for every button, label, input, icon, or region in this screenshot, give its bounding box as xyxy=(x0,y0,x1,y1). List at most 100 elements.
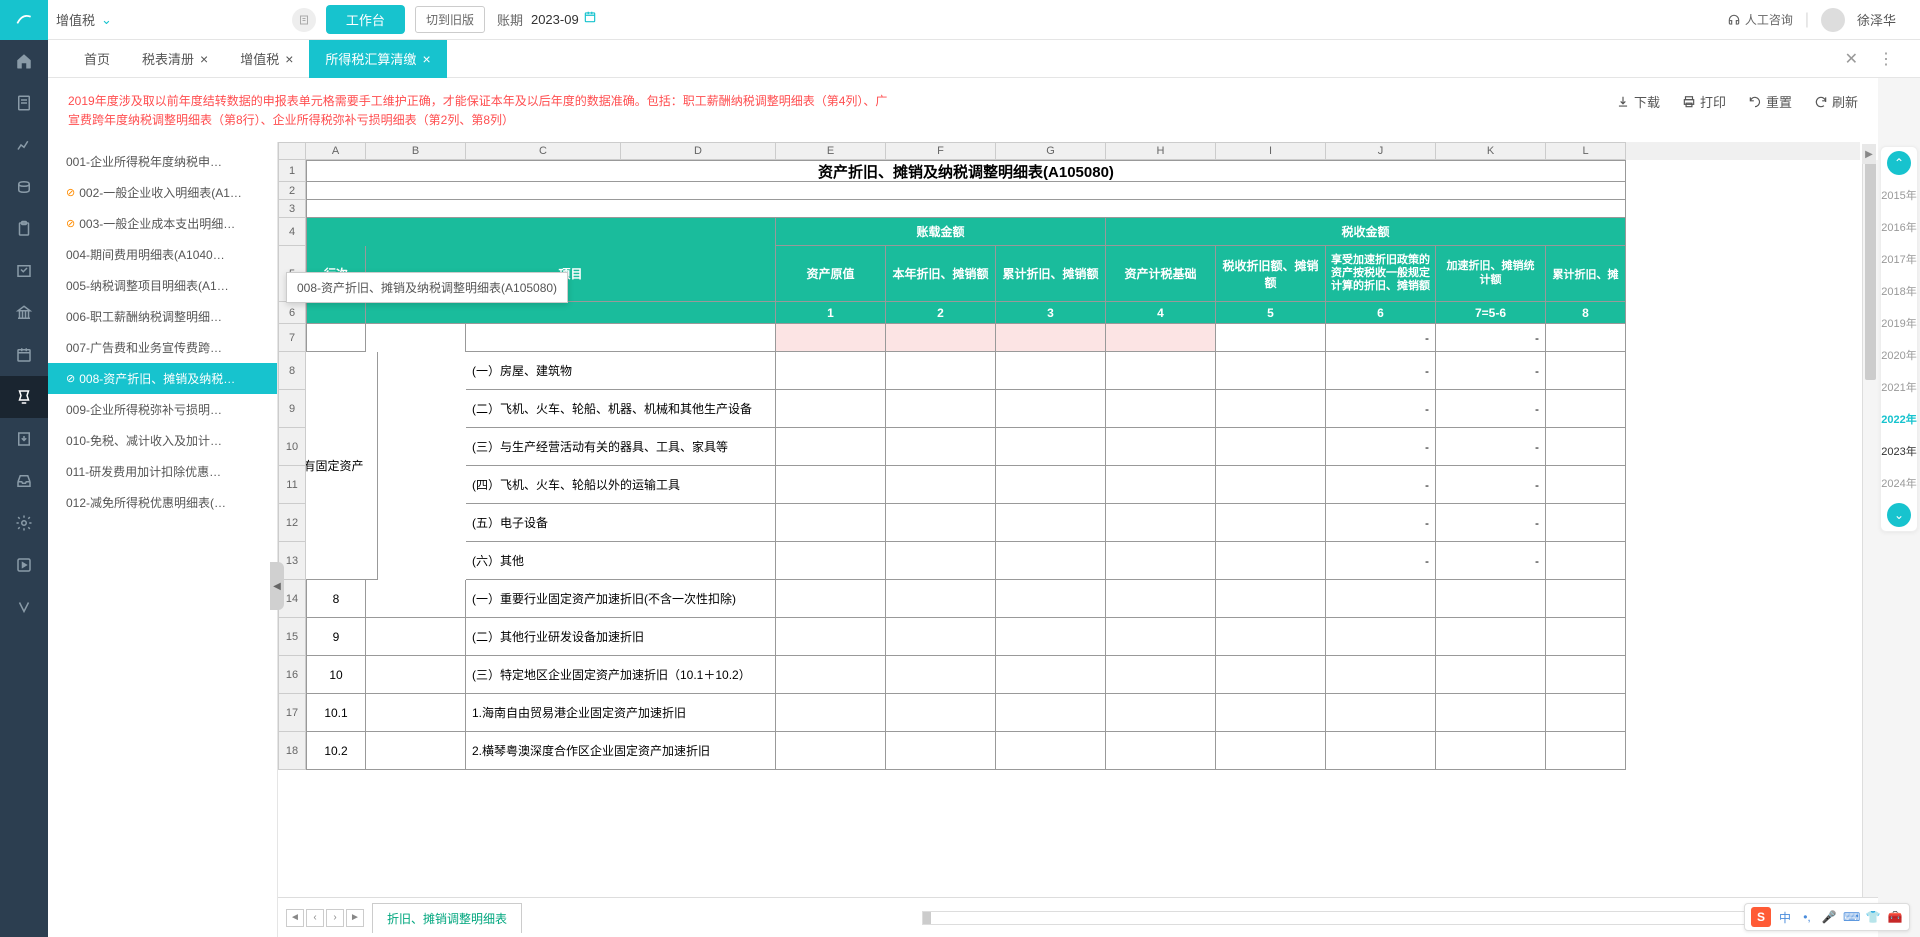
year-scroll-down[interactable]: ⌄ xyxy=(1887,503,1911,527)
data-cell[interactable] xyxy=(1326,656,1436,694)
tab-0[interactable]: 首页 xyxy=(68,40,126,78)
data-cell[interactable] xyxy=(1546,352,1626,390)
data-cell[interactable]: - xyxy=(1436,352,1546,390)
ime-punct-icon[interactable]: •, xyxy=(1799,910,1815,924)
nav-export-icon[interactable] xyxy=(0,418,48,460)
year-scroll-up[interactable]: ⌃ xyxy=(1887,151,1911,175)
tree-item-7[interactable]: ⊘008-资产折旧、摊销及纳税… xyxy=(48,363,277,394)
data-cell[interactable] xyxy=(996,656,1106,694)
year-2017年[interactable]: 2017年 xyxy=(1881,243,1916,275)
item-cell[interactable]: (四）飞机、火车、轮船以外的运输工具 xyxy=(466,466,776,504)
nav-settings-icon[interactable] xyxy=(0,502,48,544)
item-cell[interactable]: (一）房屋、建筑物 xyxy=(466,352,776,390)
ime-skin-icon[interactable]: 👕 xyxy=(1865,910,1881,924)
expand-right-handle[interactable]: ▶ xyxy=(1862,144,1876,164)
ime-lang-icon[interactable]: 中 xyxy=(1777,909,1793,926)
data-cell[interactable] xyxy=(776,694,886,732)
tree-item-2[interactable]: ⊘003-一般企业成本支出明细… xyxy=(48,208,277,239)
data-cell[interactable] xyxy=(1216,504,1326,542)
tree-item-11[interactable]: 012-减免所得税优惠明细表(… xyxy=(48,487,277,518)
company-dropdown[interactable]: 增值税 ⌄ xyxy=(56,10,112,29)
horizontal-scrollbar[interactable] xyxy=(922,911,1858,925)
data-cell[interactable] xyxy=(996,466,1106,504)
data-cell[interactable] xyxy=(1216,428,1326,466)
sheet-nav-prev[interactable]: ‹ xyxy=(306,909,324,927)
ime-keyboard-icon[interactable]: ⌨ xyxy=(1843,910,1859,924)
item-cell[interactable]: (三）与生产经营活动有关的器具、工具、家具等 xyxy=(466,428,776,466)
data-cell[interactable] xyxy=(1546,504,1626,542)
nav-home-icon[interactable] xyxy=(0,40,48,82)
data-cell[interactable] xyxy=(886,466,996,504)
data-cell[interactable] xyxy=(776,732,886,770)
col-header-L[interactable]: L xyxy=(1546,142,1626,160)
data-cell[interactable] xyxy=(776,390,886,428)
data-cell[interactable]: - xyxy=(1326,466,1436,504)
data-cell[interactable]: - xyxy=(1436,504,1546,542)
col-header-G[interactable]: G xyxy=(996,142,1106,160)
data-cell[interactable] xyxy=(1546,542,1626,580)
year-2020年[interactable]: 2020年 xyxy=(1881,339,1916,371)
data-cell[interactable] xyxy=(886,656,996,694)
data-cell[interactable] xyxy=(886,542,996,580)
data-cell[interactable] xyxy=(996,618,1106,656)
data-cell[interactable] xyxy=(1326,618,1436,656)
data-cell[interactable] xyxy=(996,428,1106,466)
period-value[interactable]: 2023-09 xyxy=(531,12,579,27)
data-cell[interactable]: - xyxy=(1436,324,1546,352)
data-cell[interactable] xyxy=(886,428,996,466)
reset-button[interactable]: 重置 xyxy=(1748,92,1792,111)
year-2015年[interactable]: 2015年 xyxy=(1881,179,1916,211)
data-cell[interactable] xyxy=(1326,732,1436,770)
data-cell[interactable] xyxy=(1106,694,1216,732)
download-button[interactable]: 下载 xyxy=(1616,92,1660,111)
tab-close-all[interactable]: ✕ xyxy=(1839,49,1864,69)
data-cell[interactable] xyxy=(1106,324,1216,352)
nav-review-icon[interactable] xyxy=(0,250,48,292)
tree-item-8[interactable]: 009-企业所得税弥补亏损明… xyxy=(48,394,277,425)
data-cell[interactable] xyxy=(1216,656,1326,694)
tree-item-0[interactable]: 001-企业所得税年度纳税申… xyxy=(48,146,277,177)
data-cell[interactable] xyxy=(1546,466,1626,504)
row-num-cell[interactable]: 9 xyxy=(306,618,366,656)
sheet-nav-next[interactable]: › xyxy=(326,909,344,927)
data-cell[interactable] xyxy=(1546,732,1626,770)
app-logo[interactable] xyxy=(0,0,48,40)
tree-item-9[interactable]: 010-免税、减计收入及加计… xyxy=(48,425,277,456)
col-header-K[interactable]: K xyxy=(1436,142,1546,160)
nav-play-icon[interactable] xyxy=(0,544,48,586)
data-cell[interactable]: - xyxy=(1436,542,1546,580)
calendar-icon[interactable] xyxy=(583,10,597,29)
data-cell[interactable] xyxy=(776,656,886,694)
data-cell[interactable] xyxy=(1216,352,1326,390)
data-cell[interactable] xyxy=(1436,656,1546,694)
data-cell[interactable]: - xyxy=(1326,352,1436,390)
data-cell[interactable] xyxy=(1106,656,1216,694)
data-cell[interactable] xyxy=(776,542,886,580)
data-cell[interactable] xyxy=(1216,732,1326,770)
item-cell[interactable]: (五）电子设备 xyxy=(466,504,776,542)
data-cell[interactable] xyxy=(996,324,1106,352)
tree-item-10[interactable]: 011-研发费用加计扣除优惠… xyxy=(48,456,277,487)
data-cell[interactable]: - xyxy=(1436,428,1546,466)
year-2024年[interactable]: 2024年 xyxy=(1881,467,1916,499)
collapse-tree-handle[interactable]: ◀ xyxy=(270,562,284,610)
help-button[interactable]: 人工咨询 xyxy=(1727,11,1793,28)
data-cell[interactable]: - xyxy=(1326,504,1436,542)
print-button[interactable]: 打印 xyxy=(1682,92,1726,111)
data-cell[interactable] xyxy=(996,732,1106,770)
tab-close-icon[interactable]: × xyxy=(200,51,208,67)
vertical-scrollbar[interactable] xyxy=(1862,160,1878,897)
data-cell[interactable] xyxy=(776,352,886,390)
nav-temple-icon[interactable] xyxy=(0,292,48,334)
data-cell[interactable] xyxy=(1436,580,1546,618)
col-header-C[interactable]: C xyxy=(466,142,621,160)
col-header-A[interactable]: A xyxy=(306,142,366,160)
data-cell[interactable] xyxy=(886,352,996,390)
data-cell[interactable] xyxy=(1436,618,1546,656)
ime-logo-icon[interactable]: S xyxy=(1751,907,1771,927)
row-num-cell[interactable] xyxy=(306,324,366,352)
data-cell[interactable] xyxy=(996,352,1106,390)
data-cell[interactable] xyxy=(1436,732,1546,770)
item-cell[interactable]: (二）飞机、火车、轮船、机器、机械和其他生产设备 xyxy=(466,390,776,428)
tab-more[interactable]: ⋮ xyxy=(1872,49,1900,69)
